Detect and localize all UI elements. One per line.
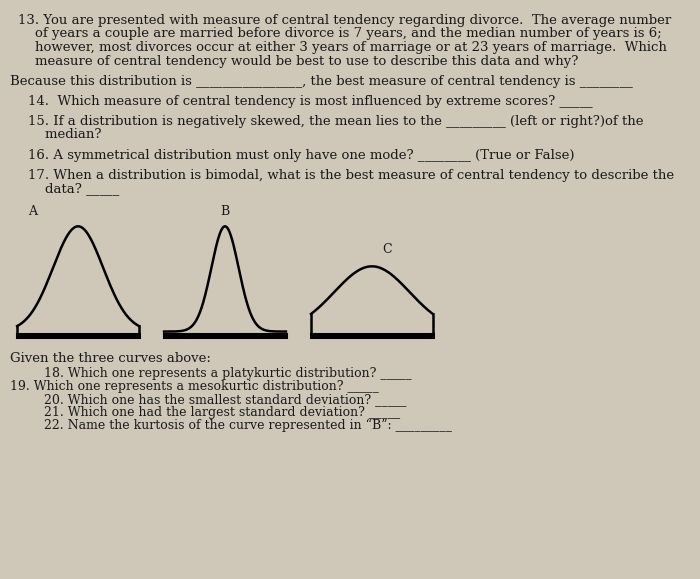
Text: 15. If a distribution is negatively skewed, the mean lies to the _________ (left: 15. If a distribution is negatively skew… bbox=[28, 115, 643, 128]
Text: 13. You are presented with measure of central tendency regarding divorce.  The a: 13. You are presented with measure of ce… bbox=[18, 14, 671, 27]
Text: however, most divorces occur at either 3 years of marriage or at 23 years of mar: however, most divorces occur at either 3… bbox=[18, 41, 667, 54]
Text: A: A bbox=[28, 205, 37, 218]
Text: of years a couple are married before divorce is 7 years, and the median number o: of years a couple are married before div… bbox=[18, 27, 662, 41]
Text: data? _____: data? _____ bbox=[28, 182, 119, 195]
Text: 22. Name the kurtosis of the curve represented in “B”: _________: 22. Name the kurtosis of the curve repre… bbox=[28, 419, 452, 433]
Text: 20. Which one has the smallest standard deviation? _____: 20. Which one has the smallest standard … bbox=[28, 393, 407, 406]
Text: 19. Which one represents a mesokurtic distribution? _____: 19. Which one represents a mesokurtic di… bbox=[10, 380, 379, 393]
Text: 21. Which one had the largest standard deviation? _____: 21. Which one had the largest standard d… bbox=[28, 406, 400, 419]
Text: 18. Which one represents a platykurtic distribution? _____: 18. Which one represents a platykurtic d… bbox=[28, 367, 412, 380]
Text: C: C bbox=[383, 243, 392, 256]
Text: measure of central tendency would be best to use to describe this data and why?: measure of central tendency would be bes… bbox=[18, 54, 578, 68]
Text: median?: median? bbox=[28, 129, 101, 141]
Text: 17. When a distribution is bimodal, what is the best measure of central tendency: 17. When a distribution is bimodal, what… bbox=[28, 168, 674, 181]
Text: 14.  Which measure of central tendency is most influenced by extreme scores? ___: 14. Which measure of central tendency is… bbox=[28, 95, 593, 108]
Text: 16. A symmetrical distribution must only have one mode? ________ (True or False): 16. A symmetrical distribution must only… bbox=[28, 148, 575, 162]
Text: Given the three curves above:: Given the three curves above: bbox=[10, 352, 211, 365]
Text: Because this distribution is ________________, the best measure of central tende: Because this distribution is ___________… bbox=[10, 75, 633, 88]
Text: B: B bbox=[220, 205, 230, 218]
